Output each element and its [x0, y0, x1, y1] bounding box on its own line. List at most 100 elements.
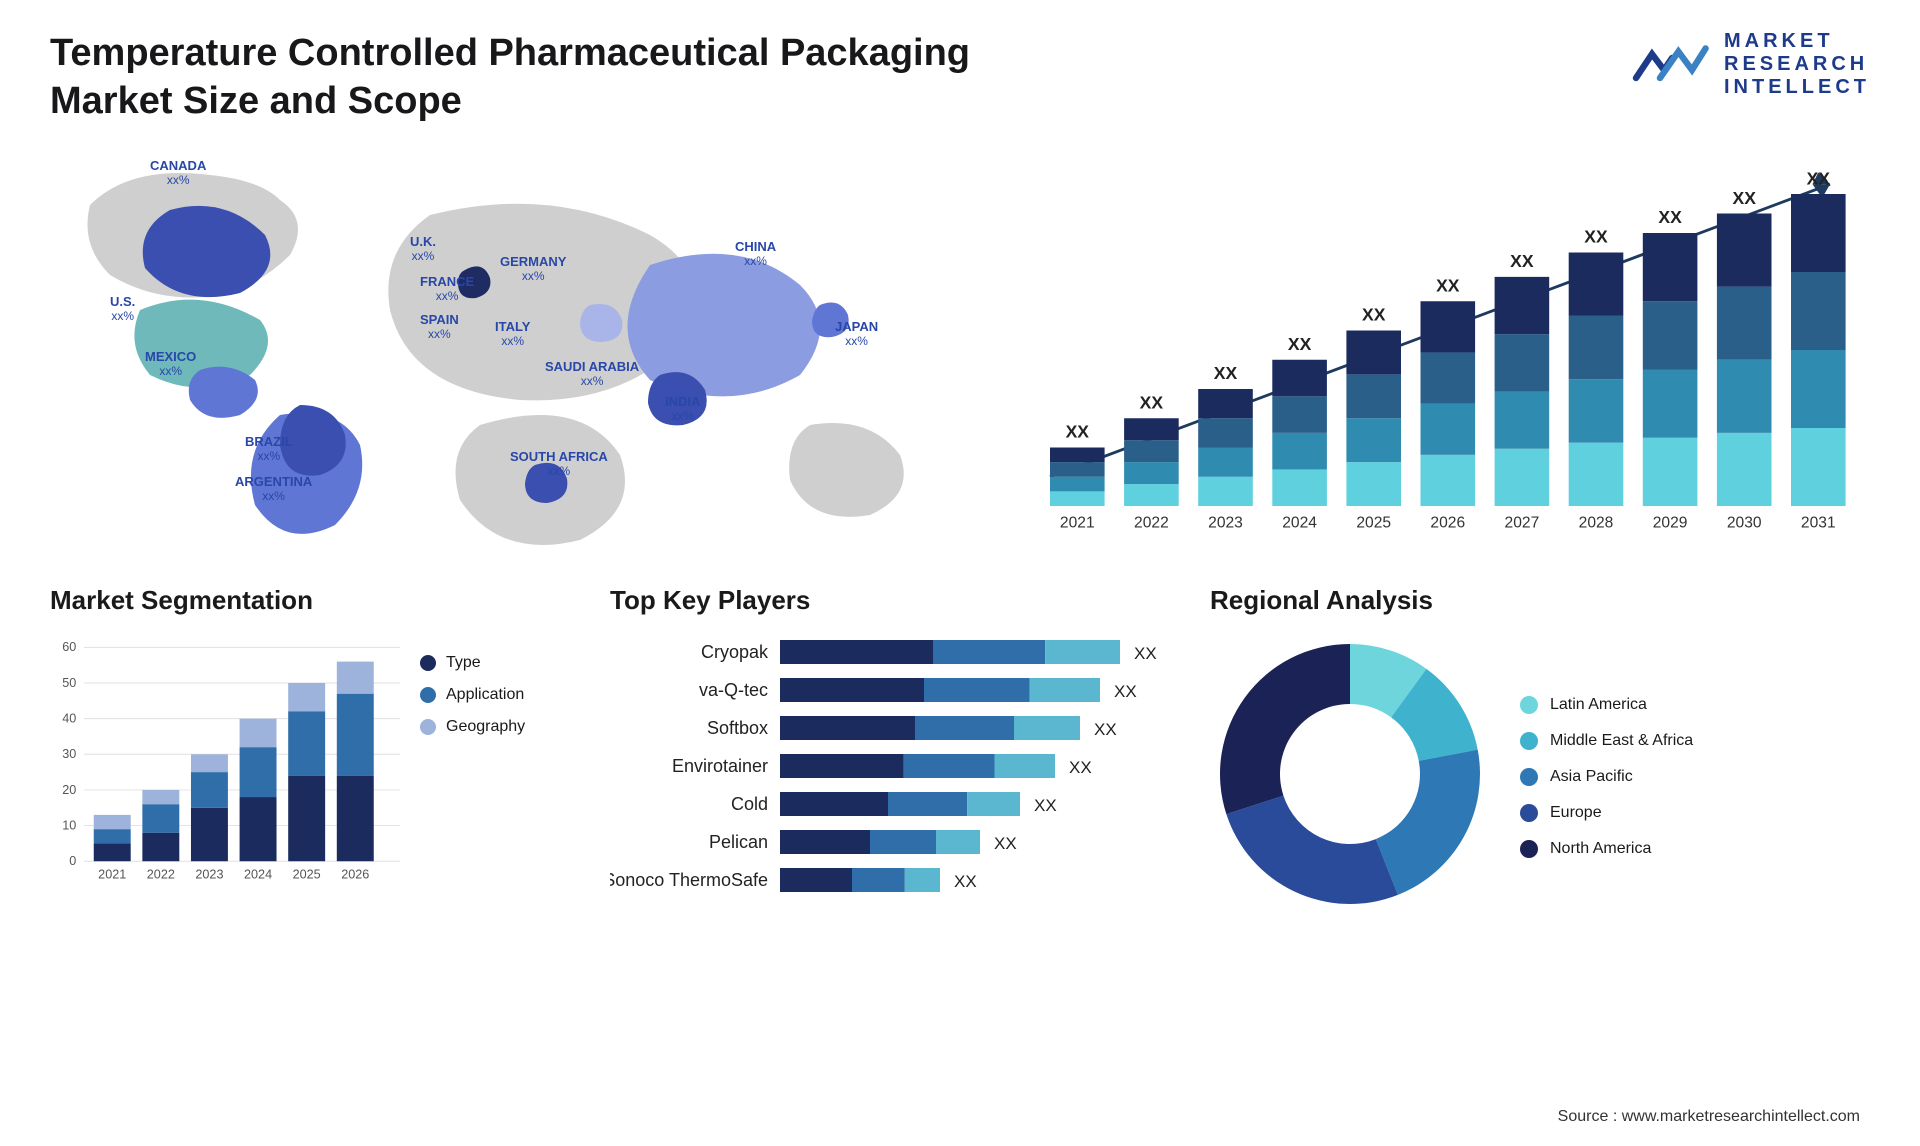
svg-text:2023: 2023 [1208, 514, 1243, 531]
svg-text:XX: XX [1114, 682, 1137, 701]
logo-line3: INTELLECT [1724, 76, 1870, 99]
reg-legend-middle-east---africa: Middle East & Africa [1520, 732, 1693, 750]
map-label-japan: JAPANxx% [835, 320, 878, 349]
svg-text:XX: XX [954, 872, 977, 891]
svg-text:XX: XX [1732, 188, 1756, 208]
map-label-southafrica: SOUTH AFRICAxx% [510, 450, 608, 479]
legend-dot-icon [1520, 696, 1538, 714]
svg-text:2024: 2024 [244, 868, 272, 882]
logo-line2: RESEARCH [1724, 53, 1870, 76]
svg-text:XX: XX [1807, 168, 1831, 188]
svg-text:Cryopak: Cryopak [701, 642, 769, 662]
map-label-india: INDIAxx% [665, 395, 700, 424]
legend-dot-icon [1520, 804, 1538, 822]
svg-text:XX: XX [1510, 251, 1534, 271]
donut-chart-svg [1210, 634, 1490, 914]
regional-title: Regional Analysis [1210, 585, 1870, 616]
svg-text:2030: 2030 [1727, 514, 1762, 531]
svg-text:10: 10 [62, 818, 76, 832]
svg-text:Sonoco ThermoSafe: Sonoco ThermoSafe [610, 870, 768, 890]
players-chart-svg: Cryopak XX va-Q-tec XX Softbox XX Envirotainer… [610, 634, 1170, 914]
svg-text:XX: XX [1034, 796, 1057, 815]
svg-text:2022: 2022 [147, 868, 175, 882]
map-label-us: U.S.xx% [110, 295, 135, 324]
svg-text:2026: 2026 [1430, 514, 1465, 531]
regional-legend: Latin America Middle East & Africa Asia Pa… [1520, 696, 1693, 858]
legend-label: Latin America [1550, 696, 1647, 714]
legend-label: Application [446, 686, 524, 704]
svg-text:XX: XX [1436, 276, 1460, 296]
growth-chart-svg: XX2021XX2022XX2023XX2024XX2025XX2026XX20… [1010, 155, 1870, 545]
segmentation-panel: Market Segmentation 0 10 20 30 40 50 60 2021 202… [50, 585, 570, 919]
svg-text:2023: 2023 [195, 868, 223, 882]
legend-label: Type [446, 654, 481, 672]
legend-label: Middle East & Africa [1550, 732, 1693, 750]
legend-dot-icon [1520, 840, 1538, 858]
players-panel: Top Key Players Cryopak XX va-Q-tec XX Softb… [610, 585, 1170, 919]
map-label-argentina: ARGENTINAxx% [235, 475, 312, 504]
reg-legend-north-america: North America [1520, 840, 1693, 858]
svg-text:XX: XX [1362, 305, 1386, 325]
legend-dot-icon [1520, 768, 1538, 786]
reg-legend-latin-america: Latin America [1520, 696, 1693, 714]
svg-text:2021: 2021 [1060, 514, 1095, 531]
svg-text:XX: XX [1066, 422, 1090, 442]
svg-text:2027: 2027 [1505, 514, 1540, 531]
svg-text:30: 30 [62, 747, 76, 761]
map-label-germany: GERMANYxx% [500, 255, 566, 284]
svg-text:2024: 2024 [1282, 514, 1317, 531]
svg-text:20: 20 [62, 783, 76, 797]
map-label-france: FRANCExx% [420, 275, 474, 304]
svg-text:2025: 2025 [293, 868, 321, 882]
svg-text:XX: XX [1658, 207, 1682, 227]
legend-dot-icon [420, 719, 436, 735]
svg-text:Softbox: Softbox [707, 718, 768, 738]
map-label-italy: ITALYxx% [495, 320, 530, 349]
svg-text:Envirotainer: Envirotainer [672, 756, 768, 776]
page-title: Temperature Controlled Pharmaceutical Pa… [50, 30, 1050, 125]
legend-label: Asia Pacific [1550, 768, 1633, 786]
svg-text:XX: XX [1134, 644, 1157, 663]
reg-legend-europe: Europe [1520, 804, 1693, 822]
svg-text:Cold: Cold [731, 794, 768, 814]
source-text: Source : www.marketresearchintellect.com [1558, 1108, 1860, 1126]
legend-label: Geography [446, 718, 525, 736]
legend-label: Europe [1550, 804, 1602, 822]
legend-dot-icon [420, 687, 436, 703]
legend-label: North America [1550, 840, 1651, 858]
map-label-china: CHINAxx% [735, 240, 776, 269]
svg-text:XX: XX [1069, 758, 1092, 777]
map-label-mexico: MEXICOxx% [145, 350, 196, 379]
map-label-saudiarabia: SAUDI ARABIAxx% [545, 360, 639, 389]
map-label-brazil: BRAZILxx% [245, 435, 293, 464]
svg-text:XX: XX [1214, 363, 1238, 383]
svg-text:Pelican: Pelican [709, 832, 768, 852]
reg-legend-asia-pacific: Asia Pacific [1520, 768, 1693, 786]
svg-text:va-Q-tec: va-Q-tec [699, 680, 768, 700]
svg-text:XX: XX [1140, 393, 1164, 413]
seg-legend-type: Type [420, 654, 570, 672]
svg-text:50: 50 [62, 676, 76, 690]
svg-text:40: 40 [62, 712, 76, 726]
map-label-spain: SPAINxx% [420, 313, 459, 342]
regional-panel: Regional Analysis Latin America Middle Ea… [1210, 585, 1870, 919]
seg-legend-geography: Geography [420, 718, 570, 736]
svg-text:2026: 2026 [341, 868, 369, 882]
svg-text:2031: 2031 [1801, 514, 1836, 531]
segmentation-chart-svg: 0 10 20 30 40 50 60 2021 2022 2023 2024 2025 2026 [50, 634, 400, 894]
logo-line1: MARKET [1724, 30, 1870, 53]
svg-text:60: 60 [62, 640, 76, 654]
seg-legend-application: Application [420, 686, 570, 704]
segmentation-legend: Type Application Geography [420, 634, 570, 899]
world-map-panel: CANADAxx% U.S.xx% MEXICOxx% BRAZILxx% ARGENT… [50, 145, 970, 545]
svg-text:XX: XX [1584, 227, 1608, 247]
legend-dot-icon [420, 655, 436, 671]
players-title: Top Key Players [610, 585, 1170, 616]
legend-dot-icon [1520, 732, 1538, 750]
logo-mark-icon [1632, 32, 1712, 97]
svg-text:0: 0 [69, 854, 76, 868]
map-label-canada: CANADAxx% [150, 159, 206, 188]
brand-logo: MARKET RESEARCH INTELLECT [1632, 30, 1870, 99]
svg-text:2021: 2021 [98, 868, 126, 882]
segmentation-title: Market Segmentation [50, 585, 570, 616]
